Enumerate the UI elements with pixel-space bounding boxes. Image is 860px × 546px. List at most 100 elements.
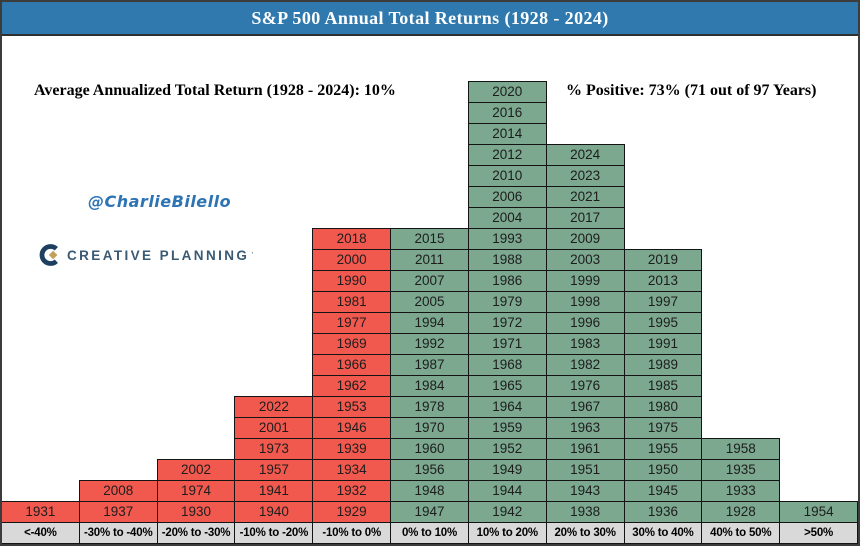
- year-cell: 1949: [467, 459, 547, 481]
- year-cell: 1951: [545, 459, 625, 481]
- year-cell: 2000: [312, 249, 392, 271]
- year-cell: 2023: [545, 165, 625, 187]
- year-cell: 2024: [545, 144, 625, 166]
- year-cell: 1981: [312, 291, 392, 313]
- year-cell: 1964: [467, 396, 547, 418]
- year-cell: 1942: [467, 501, 547, 523]
- year-cell: 1971: [467, 333, 547, 355]
- year-cell: 1928: [701, 501, 781, 523]
- year-cell: 1984: [390, 375, 469, 397]
- year-cell: 2013: [623, 270, 703, 292]
- year-cell: 1943: [545, 480, 625, 502]
- year-cell: 1980: [623, 396, 703, 418]
- year-cell: 1935: [701, 459, 781, 481]
- axis-bin-label: -10% to -20%: [234, 522, 314, 544]
- year-cell: 1945: [623, 480, 703, 502]
- annotation-average-return: Average Annualized Total Return (1928 - …: [34, 82, 396, 99]
- year-cell: 1990: [312, 270, 392, 292]
- year-cell: 2010: [467, 165, 547, 187]
- year-cell: 1975: [623, 417, 703, 439]
- year-cell: 1947: [390, 501, 469, 523]
- axis-bin-label: 0% to 10%: [390, 522, 469, 544]
- year-cell: 2003: [545, 249, 625, 271]
- year-cell: 1994: [390, 312, 469, 334]
- creative-planning-logo-text: CREATIVE PLANNING: [67, 247, 250, 263]
- histogram-column: 2015 2011 2007 2005 1994 1992 1987 1984 1978 1970…: [390, 228, 469, 523]
- histogram-column: 2020 2016 2014 2012 2010 2006 2004 1993 1988 1986…: [467, 81, 547, 523]
- year-cell: 2007: [390, 270, 469, 292]
- year-cell: 1948: [390, 480, 469, 502]
- year-cell: 1998: [545, 291, 625, 313]
- creative-planning-c-mark-icon: [38, 244, 60, 266]
- axis-bin-label: 40% to 50%: [701, 522, 781, 544]
- axis-bin-label: 30% to 40%: [623, 522, 703, 544]
- chart-area: Average Annualized Total Return (1928 - …: [2, 36, 858, 544]
- year-cell: 1960: [390, 438, 469, 460]
- year-cell: 2001: [234, 417, 314, 439]
- histogram-column: 1954: [779, 501, 858, 523]
- year-cell: 1946: [312, 417, 392, 439]
- year-cell: 1963: [545, 417, 625, 439]
- year-cell: 1985: [623, 375, 703, 397]
- year-cell: 1982: [545, 354, 625, 376]
- year-cell: 2011: [390, 249, 469, 271]
- year-cell: 1989: [623, 354, 703, 376]
- year-cell: 1966: [312, 354, 392, 376]
- watermark-handle: @CharlieBilello: [88, 192, 232, 211]
- year-cell: 2012: [467, 144, 547, 166]
- year-cell: 1933: [701, 480, 781, 502]
- histogram-column: 1958 1935 1933 1928: [701, 438, 781, 523]
- year-cell: 1986: [467, 270, 547, 292]
- year-cell: 1931: [2, 501, 80, 523]
- year-cell: 1999: [545, 270, 625, 292]
- year-cell: 1988: [467, 249, 547, 271]
- year-cell: 1993: [467, 228, 547, 250]
- year-cell: 1978: [390, 396, 469, 418]
- year-cell: 2015: [390, 228, 469, 250]
- year-cell: 1992: [390, 333, 469, 355]
- year-cell: 1979: [467, 291, 547, 313]
- year-cell: 2022: [234, 396, 314, 418]
- year-cell: 1967: [545, 396, 625, 418]
- axis-bin-label: 20% to 30%: [545, 522, 625, 544]
- year-cell: 2014: [467, 123, 547, 145]
- axis-row: <-40% -30% to -40% -20% to -30% -10% to -20…: [2, 522, 858, 544]
- histogram-column: 2019 2013 1997 1995 1991 1989 1985 1980 1975 1955…: [623, 249, 703, 523]
- year-cell: 2009: [545, 228, 625, 250]
- year-cell: 2002: [156, 459, 236, 481]
- year-cell: 2021: [545, 186, 625, 208]
- year-cell: 1965: [467, 375, 547, 397]
- year-cell: 1959: [467, 417, 547, 439]
- year-cell: 1938: [545, 501, 625, 523]
- year-cell: 1936: [623, 501, 703, 523]
- year-cell: 1970: [390, 417, 469, 439]
- year-cell: 1950: [623, 459, 703, 481]
- axis-bin-label: <-40%: [2, 522, 80, 544]
- year-cell: 2016: [467, 102, 547, 124]
- histogram-columns: 1931 2008 1937 2002 1974 1930 2022 2001 1973 1957…: [2, 81, 858, 523]
- year-cell: 1934: [312, 459, 392, 481]
- year-cell: 1991: [623, 333, 703, 355]
- axis-bin-label: -30% to -40%: [78, 522, 158, 544]
- year-cell: 1929: [312, 501, 392, 523]
- histogram-column: 2018 2000 1990 1981 1977 1969 1966 1962 1953 1946…: [312, 228, 392, 523]
- year-cell: 2005: [390, 291, 469, 313]
- year-cell: 2008: [78, 480, 158, 502]
- year-cell: 1944: [467, 480, 547, 502]
- year-cell: 1969: [312, 333, 392, 355]
- year-cell: 1972: [467, 312, 547, 334]
- year-cell: 1955: [623, 438, 703, 460]
- year-cell: 1954: [779, 501, 858, 523]
- axis-bin-label: -20% to -30%: [156, 522, 236, 544]
- axis-bin-label: 10% to 20%: [467, 522, 547, 544]
- year-cell: 1952: [467, 438, 547, 460]
- year-cell: 2017: [545, 207, 625, 229]
- year-cell: 2004: [467, 207, 547, 229]
- year-cell: 2006: [467, 186, 547, 208]
- year-cell: 1977: [312, 312, 392, 334]
- year-cell: 1962: [312, 375, 392, 397]
- year-cell: 1937: [78, 501, 158, 523]
- year-cell: 1957: [234, 459, 314, 481]
- year-cell: 1961: [545, 438, 625, 460]
